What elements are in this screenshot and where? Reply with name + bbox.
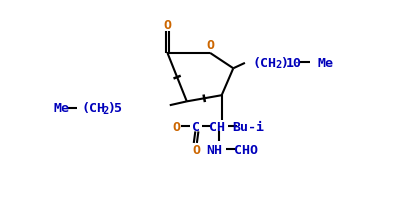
Text: ): ) bbox=[280, 56, 288, 69]
Text: O: O bbox=[192, 143, 200, 156]
Text: 2: 2 bbox=[275, 60, 281, 70]
Text: O: O bbox=[207, 39, 215, 52]
Text: NH: NH bbox=[206, 143, 222, 156]
Text: C: C bbox=[192, 120, 200, 133]
Text: O: O bbox=[164, 19, 172, 32]
Text: Me: Me bbox=[54, 102, 69, 114]
Text: 10: 10 bbox=[286, 56, 302, 69]
Text: 5: 5 bbox=[113, 102, 121, 114]
Text: CHO: CHO bbox=[235, 143, 258, 156]
Text: Bu-i: Bu-i bbox=[232, 120, 264, 133]
Text: CH: CH bbox=[209, 120, 225, 133]
Text: Me: Me bbox=[318, 56, 334, 69]
Text: (CH: (CH bbox=[252, 56, 277, 69]
Text: 2: 2 bbox=[102, 105, 108, 115]
Text: O: O bbox=[172, 120, 180, 133]
Text: (CH: (CH bbox=[81, 102, 105, 114]
Text: ): ) bbox=[107, 102, 115, 114]
